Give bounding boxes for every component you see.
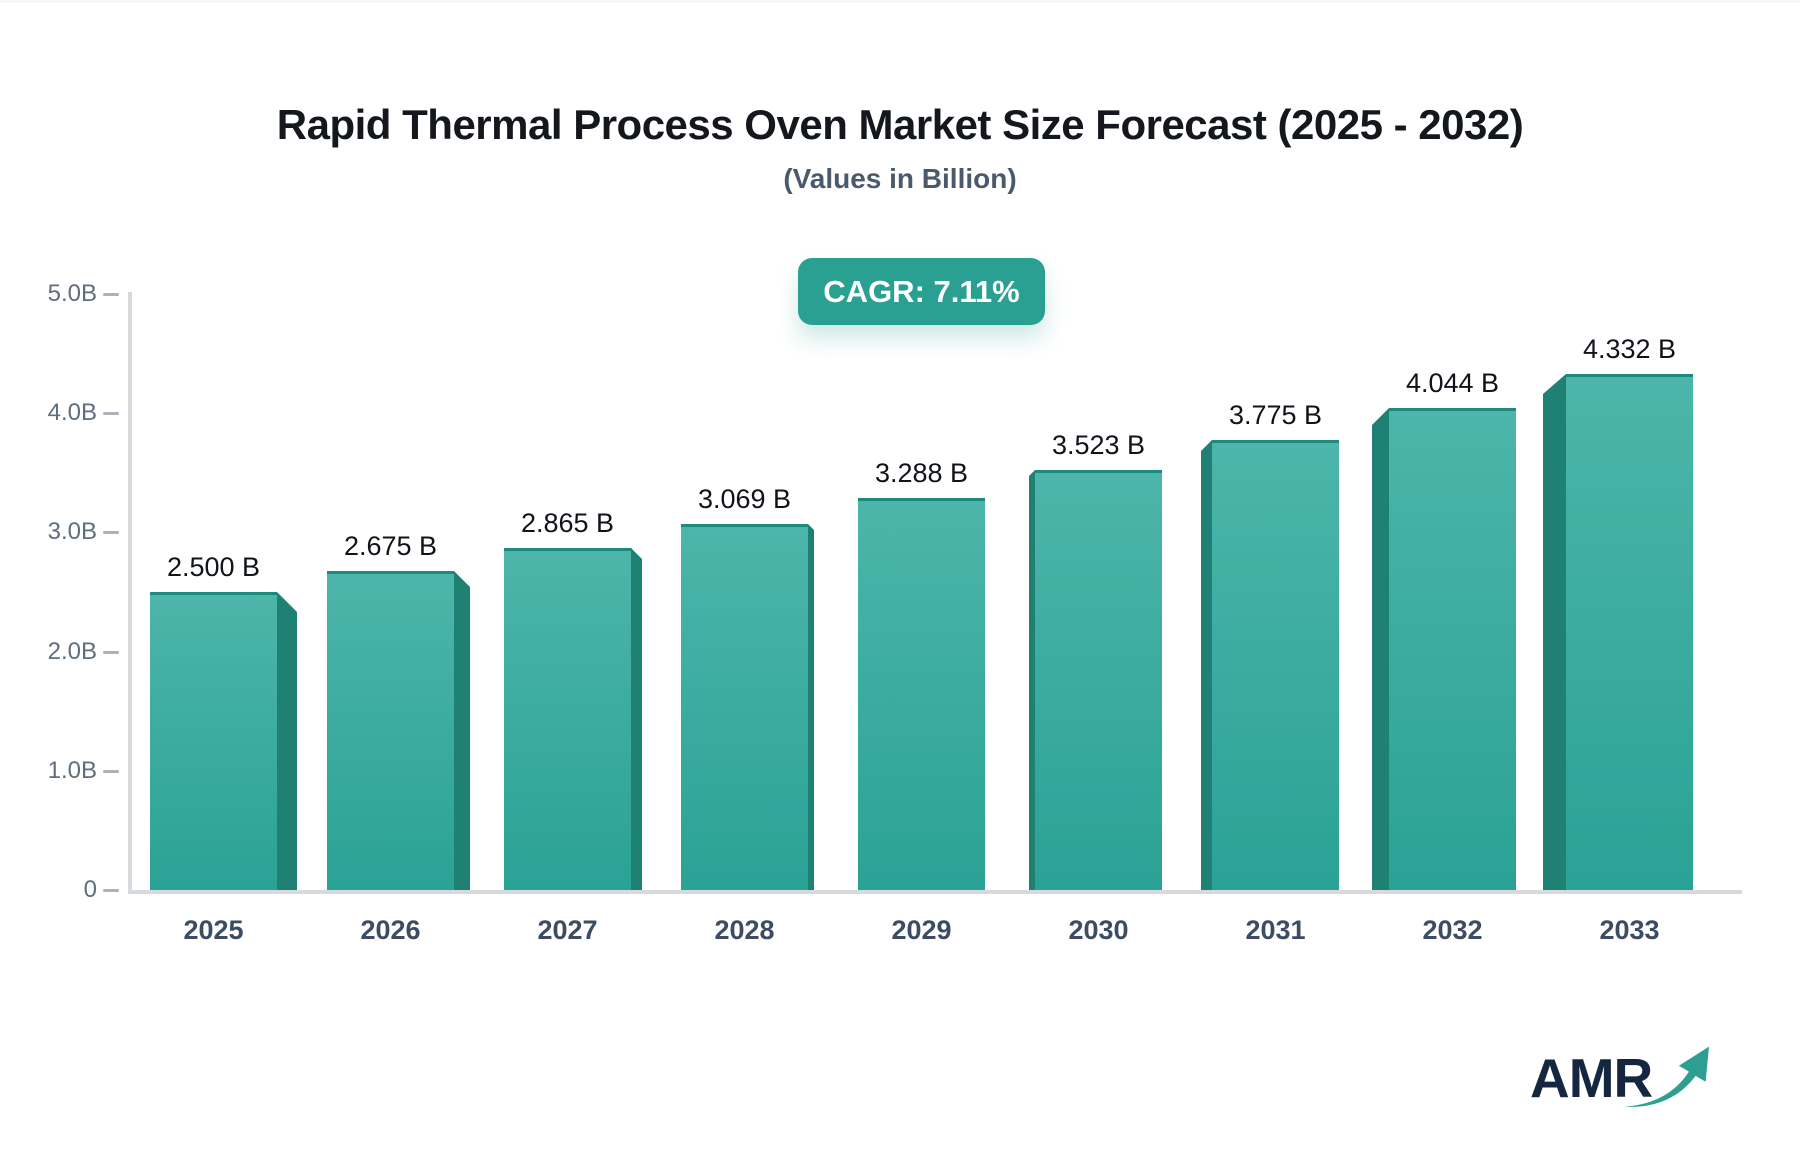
y-axis-tick-dash	[103, 412, 119, 416]
bar-2027	[504, 548, 631, 890]
y-axis-tick-dash	[103, 293, 119, 296]
x-axis-label: 2028	[714, 915, 775, 945]
bar-side-2031	[1201, 440, 1212, 890]
amr-logo: AMR	[1530, 1038, 1710, 1118]
chart-subtitle: (Values in Billion)	[783, 163, 1017, 194]
chart-title: Rapid Thermal Process Oven Market Size F…	[276, 101, 1524, 148]
x-axis-line	[128, 890, 1742, 894]
bar-side-2032	[1372, 408, 1389, 890]
y-axis-tick-label: 4.0B	[47, 399, 97, 427]
x-axis-label: 2032	[1422, 915, 1483, 945]
bar-2032	[1389, 408, 1516, 890]
cagr-badge: CAGR: 7.11%	[798, 258, 1045, 325]
y-axis-tick-label: 3.0B	[47, 518, 97, 546]
bar-side-2033	[1543, 374, 1566, 890]
bar-value-label: 2.500 B	[166, 552, 261, 582]
bar-value-label: 3.288 B	[874, 458, 969, 488]
y-axis-tick-label: 0	[83, 876, 97, 903]
bar-2030	[1035, 470, 1162, 890]
bar-value-label: 3.523 B	[1051, 430, 1146, 460]
x-axis-label: 2031	[1245, 915, 1306, 945]
bar-side-2028	[808, 524, 814, 890]
bar-2026	[327, 571, 454, 890]
x-axis-label: 2033	[1599, 915, 1660, 945]
cagr-badge-label: CAGR: 7.11%	[823, 273, 1020, 309]
bar-value-label: 3.775 B	[1228, 400, 1323, 430]
bar-2025	[150, 592, 277, 890]
bar-side-2027	[631, 548, 642, 890]
y-axis-tick-label: 5.0B	[47, 280, 97, 307]
bar-2028	[681, 524, 808, 890]
y-axis-tick-dash	[103, 889, 119, 892]
bar-value-label: 2.675 B	[343, 531, 438, 561]
bar-side-2026	[454, 571, 470, 890]
amr-logo-text: AMR	[1530, 1047, 1653, 1109]
y-axis-line	[128, 292, 132, 894]
bar-2031	[1212, 440, 1339, 890]
bar-side-2030	[1029, 470, 1035, 890]
x-axis-label: 2029	[891, 915, 952, 945]
bar-2029	[858, 498, 985, 890]
y-axis-tick-dash	[103, 769, 119, 773]
bar-value-label: 2.865 B	[520, 508, 615, 538]
y-axis-tick-label: 2.0B	[47, 637, 97, 665]
bar-value-label: 3.069 B	[697, 484, 792, 514]
y-axis-tick-dash	[103, 650, 119, 654]
bar-2033	[1566, 374, 1693, 890]
bar-value-label: 4.332 B	[1582, 334, 1677, 364]
y-axis-tick-dash	[103, 531, 119, 535]
x-axis-label: 2030	[1068, 915, 1129, 945]
growth-arrow-icon	[1623, 1046, 1709, 1107]
x-axis-label: 2025	[183, 915, 244, 945]
x-axis-label: 2027	[537, 915, 598, 945]
bar-value-label: 4.044 B	[1405, 368, 1500, 398]
bar-side-2025	[277, 592, 297, 890]
x-axis-label: 2026	[360, 915, 421, 945]
y-axis-tick-label: 1.0B	[47, 756, 97, 784]
